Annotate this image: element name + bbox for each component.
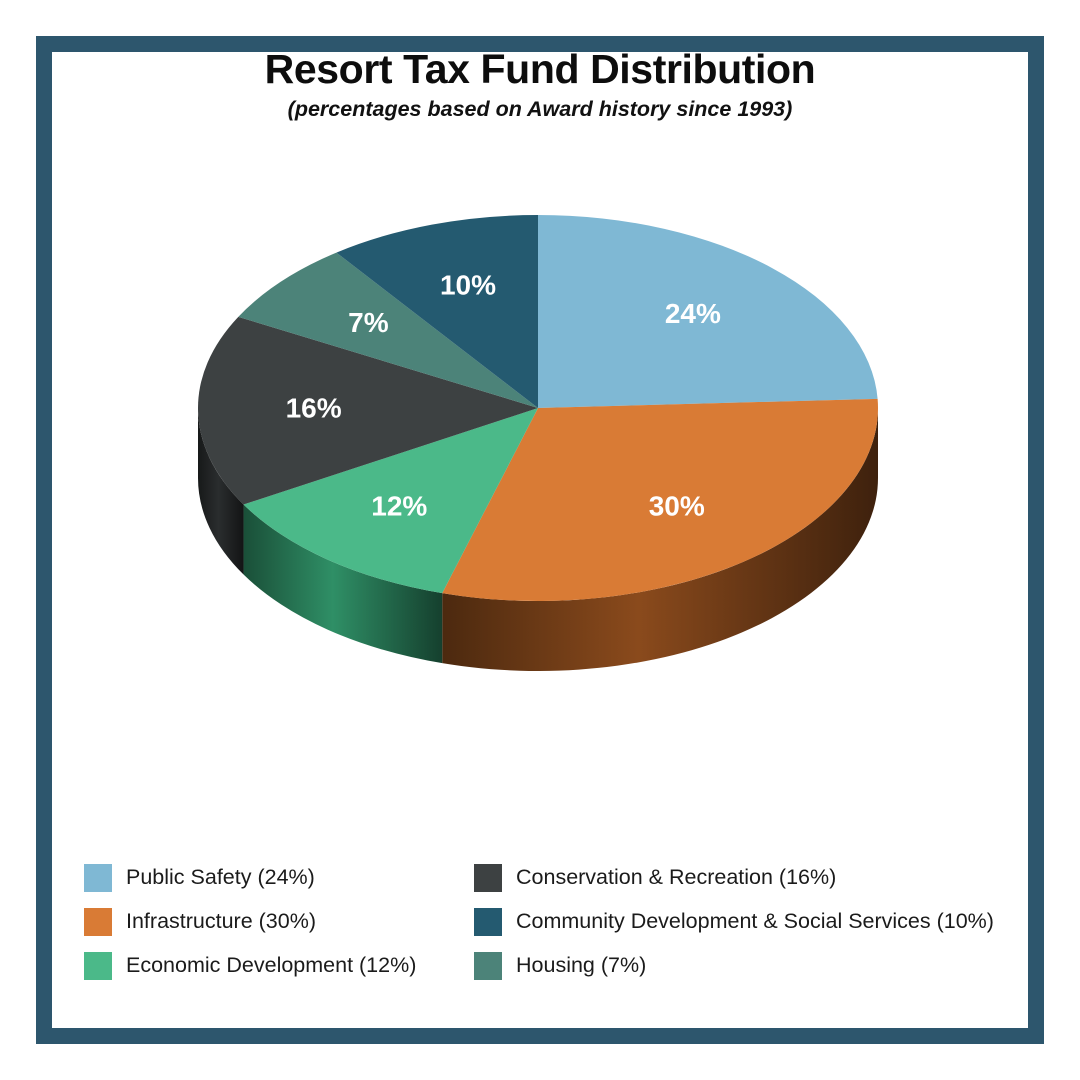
legend-swatch-icon	[474, 908, 502, 936]
legend-item-label: Economic Development (12%)	[126, 953, 417, 978]
pie-slice[interactable]	[538, 215, 878, 408]
legend-item-label: Community Development & Social Services …	[516, 909, 994, 934]
pie-slice-label: 24%	[665, 298, 721, 329]
pie-data-labels: 24% 30% 12% 16% 7% 10%	[286, 269, 721, 521]
chart-legend: Public Safety (24%) Conservation & Recrea…	[84, 856, 1024, 988]
pie-slice-side	[198, 408, 244, 575]
pie-slice-label: 30%	[649, 491, 705, 522]
legend-swatch-icon	[84, 864, 112, 892]
page-title: Resort Tax Fund Distribution	[264, 46, 816, 92]
pie-slice-label: 12%	[371, 491, 427, 522]
legend-swatch-icon	[474, 864, 502, 892]
pie-slice-label: 7%	[348, 307, 389, 338]
pie-chart: 24% 30% 12% 16% 7% 10%	[130, 155, 910, 775]
legend-swatch-icon	[84, 952, 112, 980]
legend-swatch-icon	[84, 908, 112, 936]
pie-slice[interactable]	[198, 316, 538, 505]
pie-slice-label: 10%	[440, 269, 496, 300]
legend-item[interactable]: Community Development & Social Services …	[474, 908, 1024, 936]
pie-3d-sides	[198, 408, 878, 671]
pie-slice[interactable]	[336, 215, 538, 408]
pie-slice[interactable]	[243, 408, 538, 594]
pie-slice-side	[243, 504, 443, 664]
pie-slice-label: 16%	[286, 392, 342, 423]
legend-item[interactable]: Housing (7%)	[474, 952, 1024, 980]
legend-item[interactable]: Public Safety (24%)	[84, 864, 474, 892]
legend-item-label: Conservation & Recreation (16%)	[516, 865, 837, 890]
pie-slice[interactable]	[238, 252, 538, 408]
pie-top-faces	[198, 215, 878, 601]
legend-item[interactable]: Conservation & Recreation (16%)	[474, 864, 1024, 892]
pie-slice-side	[442, 408, 878, 671]
legend-item[interactable]: Infrastructure (30%)	[84, 908, 474, 936]
legend-item[interactable]: Economic Development (12%)	[84, 952, 474, 980]
pie-chart-svg: 24% 30% 12% 16% 7% 10%	[198, 215, 878, 671]
legend-swatch-icon	[474, 952, 502, 980]
pie-slice[interactable]	[442, 398, 878, 601]
legend-item-label: Infrastructure (30%)	[126, 909, 316, 934]
legend-item-label: Public Safety (24%)	[126, 865, 315, 890]
page-subtitle: (percentages based on Award history sinc…	[287, 97, 793, 121]
legend-item-label: Housing (7%)	[516, 953, 647, 978]
